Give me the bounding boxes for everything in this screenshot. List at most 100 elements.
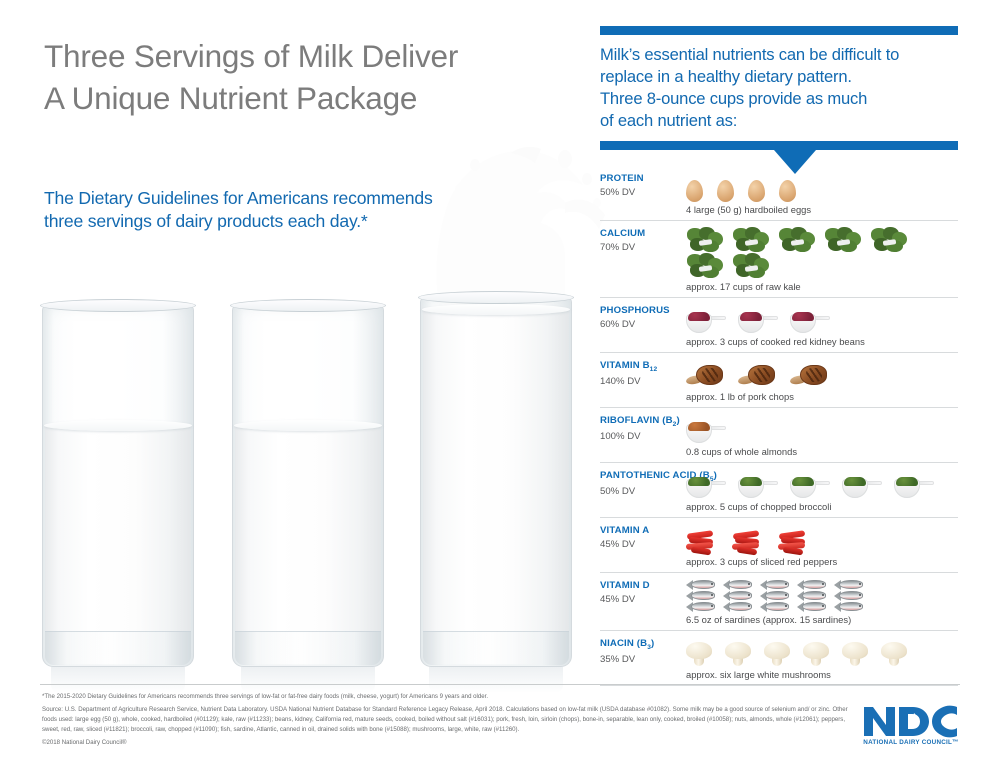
nutrient-daily-value: 35% DV (600, 654, 636, 666)
sardine-row (686, 601, 958, 613)
nutrient-caption: approx. 3 cups of cooked red kidney bean… (686, 336, 865, 348)
milk-fill (422, 303, 570, 664)
broccoli-cup-icon (686, 474, 726, 499)
nutrient-caption: approx. 3 cups of sliced red peppers (686, 556, 838, 568)
nutrient-label: RIBOFLAVIN (B2) 100% DV (600, 415, 694, 442)
nutrient-name-subscript: 2 (672, 421, 677, 429)
nutrient-caption: 0.8 cups of whole almonds (686, 446, 798, 458)
panel-intro-text: Milk’s essential nutrients can be diffic… (600, 44, 952, 132)
nutrient-panel: Milk’s essential nutrients can be diffic… (600, 26, 958, 687)
broccoli-cup-icon (842, 474, 882, 499)
glass-base (45, 631, 191, 665)
nutrient-row: RIBOFLAVIN (B2) 100% DV 0.8 cups of whole … (600, 408, 958, 464)
nutrient-icon-group (686, 227, 958, 279)
egg-icon (779, 180, 796, 203)
milk-glass-1 (40, 299, 196, 693)
nutrient-label: PHOSPHORUS 60% DV (600, 305, 694, 330)
ndc-logo: NATIONAL DAIRY COUNCIL™ (862, 704, 960, 752)
nutrient-name: PANTOTHENIC ACID (B5) (600, 470, 717, 484)
almonds-cup-icon (686, 419, 726, 444)
panel-top-bar (600, 26, 958, 35)
panel-intro-line-3: Three 8-ounce cups provide as much (600, 89, 868, 109)
nutrient-icon-group (686, 579, 958, 613)
pork-chop-icon (737, 363, 780, 389)
nutrient-label: PROTEIN 50% DV (600, 173, 694, 198)
nutrient-row: PHOSPHORUS 60% DV approx. 3 cups of cooked… (600, 298, 958, 354)
panel-intro-line-1: Milk’s essential nutrients can be diffic… (600, 45, 900, 64)
kale-icon (870, 227, 908, 253)
milk-glass-2 (230, 299, 386, 693)
sardine-icon (723, 579, 757, 591)
sardine-icon (686, 590, 720, 602)
sardine-icon (686, 601, 720, 613)
nutrient-label: VITAMIN A 45% DV (600, 525, 694, 550)
nutrient-icon-group (686, 469, 958, 499)
panel-bottom-bar-wrap (600, 141, 958, 175)
nutrient-daily-value: 45% DV (600, 539, 636, 551)
nutrient-list: PROTEIN 50% DV 4 large (50 g) hardboiled e… (600, 166, 958, 687)
nutrient-row: PANTOTHENIC ACID (B5) 50% DV approx. 5 cup… (600, 463, 958, 519)
red-pepper-icon (731, 530, 764, 556)
page-title-line-2: A Unique Nutrient Package (44, 79, 418, 116)
nutrient-caption: 4 large (50 g) hardboiled eggs (686, 204, 812, 216)
footer-divider (40, 684, 960, 685)
subtitle-line-1: The Dietary Guidelines for Americans rec… (44, 188, 433, 208)
ndc-logo-mark (864, 705, 957, 738)
page-title-line-1: Three Servings of Milk Deliver (44, 38, 459, 74)
nutrient-caption: approx. 1 lb of pork chops (686, 391, 794, 403)
egg-icon (717, 180, 734, 203)
nutrient-daily-value: 50% DV (600, 486, 636, 498)
nutrient-name-subscript: 12 (649, 366, 658, 374)
nutrient-caption: 6.5 oz of sardines (approx. 15 sardines) (686, 614, 852, 626)
kale-icon (778, 227, 816, 253)
milk-glass-3 (418, 291, 574, 693)
sardine-icon (760, 579, 794, 591)
sardine-icon (686, 579, 720, 591)
down-arrow-icon (774, 150, 816, 175)
nutrient-icon-group (686, 172, 958, 203)
nutrient-daily-value: 45% DV (600, 594, 636, 606)
glass-reflection (51, 667, 185, 693)
glass-rim (418, 291, 574, 304)
nutrient-caption: approx. six large white mushrooms (686, 669, 831, 681)
nutrient-label: CALCIUM 70% DV (600, 228, 694, 253)
kale-icon (732, 253, 770, 279)
sardine-row (686, 579, 958, 591)
sardine-icon (797, 601, 831, 613)
pork-chop-icon (789, 363, 832, 389)
footnote-block: *The 2015-2020 Dietary Guidelines for Am… (42, 692, 854, 752)
nutrient-name: RIBOFLAVIN (B2) (600, 415, 680, 429)
sardine-icon (760, 601, 794, 613)
nutrient-daily-value: 70% DV (600, 242, 636, 254)
nutrient-name: VITAMIN D (600, 580, 650, 592)
subtitle-line-2: three servings of dairy products each da… (44, 211, 368, 232)
sardine-icon (760, 590, 794, 602)
broccoli-cup-icon (894, 474, 934, 499)
glass-reflection (429, 667, 563, 693)
nutrient-icon-group (686, 637, 958, 667)
glass-base (235, 631, 381, 665)
sardine-icon (723, 590, 757, 602)
nutrient-label: PANTOTHENIC ACID (B5) 50% DV (600, 470, 717, 498)
sardine-icon (723, 601, 757, 613)
nutrient-name-subscript: 3 (647, 644, 652, 652)
nutrient-name: VITAMIN A (600, 525, 650, 537)
nutrient-label: NIACIN (B3) 35% DV (600, 638, 694, 665)
nutrient-name: NIACIN (B3) (600, 638, 655, 652)
mushroom-icon (842, 641, 868, 667)
page-title: Three Servings of Milk Deliver A Unique … (44, 36, 584, 120)
red-pepper-icon (777, 530, 810, 556)
milk-splash-icon (436, 146, 605, 331)
mushroom-icon (803, 641, 829, 667)
glass-rim (40, 299, 196, 312)
nutrient-icon-group (685, 524, 958, 556)
egg-icon (748, 180, 765, 203)
footnote-line-2: Source: U.S. Department of Agriculture R… (42, 706, 848, 734)
footnote-line-3: ©2018 National Dairy Council® (42, 739, 127, 747)
kale-icon (686, 227, 724, 253)
milk-glasses-image (20, 146, 605, 693)
sardine-icon (834, 579, 868, 591)
nutrient-name: CALCIUM (600, 228, 646, 240)
nutrient-label: VITAMIN B12 140% DV (600, 360, 694, 387)
nutrient-daily-value: 50% DV (600, 187, 636, 199)
